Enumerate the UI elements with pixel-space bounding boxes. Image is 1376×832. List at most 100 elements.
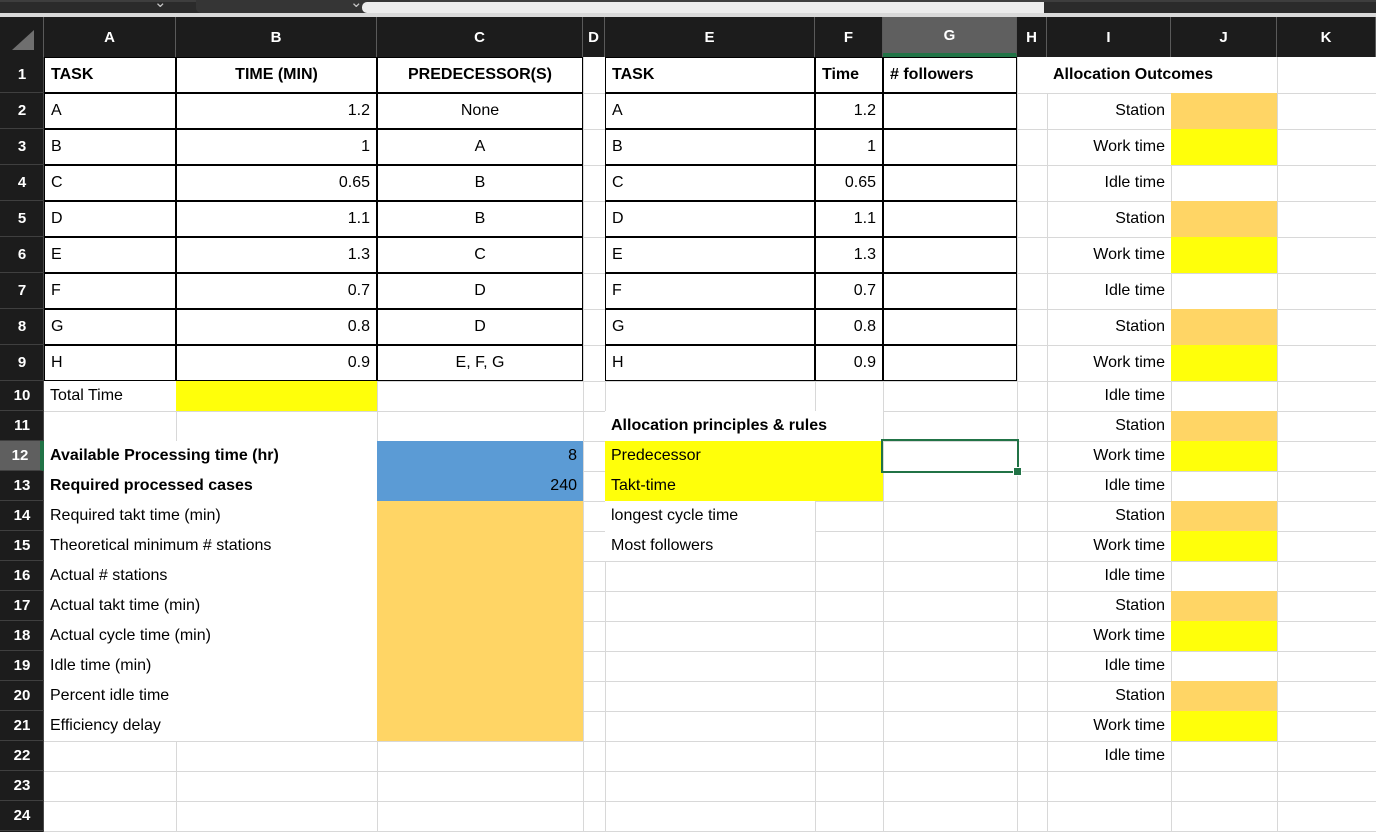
cell-I16[interactable]: Idle time	[1104, 567, 1165, 584]
column-header-J[interactable]: J	[1171, 17, 1277, 57]
column-header-F[interactable]: F	[815, 17, 883, 57]
column-header-A[interactable]: A	[44, 17, 176, 57]
cell-A7[interactable]: F	[44, 273, 176, 309]
cell-B8[interactable]: 0.8	[176, 309, 377, 345]
cell-I9[interactable]: Work time	[1093, 354, 1165, 371]
cell-I12[interactable]: Work time	[1093, 447, 1165, 464]
formula-bar-strip[interactable]	[362, 2, 1044, 13]
cell-A17[interactable]: Actual takt time (min)	[44, 591, 377, 621]
cell-F6[interactable]: 1.3	[815, 237, 883, 273]
cell-J14[interactable]	[1171, 501, 1277, 531]
cell-I3[interactable]: Work time	[1093, 138, 1165, 155]
cell-G7[interactable]	[883, 273, 1017, 309]
cell-F8[interactable]: 0.8	[815, 309, 883, 345]
row-header-22[interactable]: 22	[0, 741, 44, 771]
cell-J9[interactable]	[1171, 345, 1277, 381]
cell-I2[interactable]: Station	[1115, 102, 1165, 119]
cell-I11[interactable]: Station	[1115, 417, 1165, 434]
cell-A8[interactable]: G	[44, 309, 176, 345]
cell-J12[interactable]	[1171, 441, 1277, 471]
cell-B7[interactable]: 0.7	[176, 273, 377, 309]
cell-E9[interactable]: H	[605, 345, 815, 381]
cell-B5[interactable]: 1.1	[176, 201, 377, 237]
cell-J18[interactable]	[1171, 621, 1277, 651]
row-header-8[interactable]: 8	[0, 309, 44, 345]
cell-C6[interactable]: C	[377, 237, 583, 273]
cell-J5[interactable]	[1171, 201, 1277, 237]
column-header-H[interactable]: H	[1017, 17, 1047, 57]
row-header-10[interactable]: 10	[0, 381, 44, 411]
row-header-14[interactable]: 14	[0, 501, 44, 531]
cell-I7[interactable]: Idle time	[1104, 282, 1165, 299]
cell-E12[interactable]: Predecessor	[605, 441, 883, 471]
cell-I15[interactable]: Work time	[1093, 537, 1165, 554]
row-header-5[interactable]: 5	[0, 201, 44, 237]
row-header-13[interactable]: 13	[0, 471, 44, 501]
cell-E5[interactable]: D	[605, 201, 815, 237]
cell-B4[interactable]: 0.65	[176, 165, 377, 201]
cell-G6[interactable]	[883, 237, 1017, 273]
cell-E14[interactable]: longest cycle time	[605, 501, 815, 531]
row-header-16[interactable]: 16	[0, 561, 44, 591]
row-header-11[interactable]: 11	[0, 411, 44, 441]
cell-I22[interactable]: Idle time	[1104, 747, 1165, 764]
cell-C8[interactable]: D	[377, 309, 583, 345]
cell-J8[interactable]	[1171, 309, 1277, 345]
cell-G8[interactable]	[883, 309, 1017, 345]
cell-J6[interactable]	[1171, 237, 1277, 273]
cell-C17[interactable]	[377, 591, 583, 621]
cell-E3[interactable]: B	[605, 129, 815, 165]
cell-C1[interactable]: PREDECESSOR(S)	[377, 57, 583, 93]
column-header-G[interactable]: G	[883, 17, 1017, 57]
cell-A16[interactable]: Actual # stations	[44, 561, 377, 591]
row-header-6[interactable]: 6	[0, 237, 44, 273]
row-header-15[interactable]: 15	[0, 531, 44, 561]
cell-A20[interactable]: Percent idle time	[44, 681, 377, 711]
cell-E13[interactable]: Takt-time	[605, 471, 883, 501]
cell-A13[interactable]: Required processed cases	[44, 471, 377, 501]
cell-A21[interactable]: Efficiency delay	[44, 711, 377, 741]
row-header-23[interactable]: 23	[0, 771, 44, 801]
cell-C7[interactable]: D	[377, 273, 583, 309]
cell-J3[interactable]	[1171, 129, 1277, 165]
cell-E11[interactable]: Allocation principles & rules	[605, 411, 883, 441]
row-header-12[interactable]: 12	[0, 441, 44, 471]
cell-B2[interactable]: 1.2	[176, 93, 377, 129]
select-all-corner[interactable]	[0, 17, 44, 57]
cell-I10[interactable]: Idle time	[1104, 387, 1165, 404]
cell-I14[interactable]: Station	[1115, 507, 1165, 524]
cell-A3[interactable]: B	[44, 129, 176, 165]
row-header-4[interactable]: 4	[0, 165, 44, 201]
cell-E2[interactable]: A	[605, 93, 815, 129]
cell-C14[interactable]	[377, 501, 583, 531]
cell-J20[interactable]	[1171, 681, 1277, 711]
cell-A12[interactable]: Available Processing time (hr)	[44, 441, 377, 471]
cell-F4[interactable]: 0.65	[815, 165, 883, 201]
row-header-17[interactable]: 17	[0, 591, 44, 621]
cell-J2[interactable]	[1171, 93, 1277, 129]
cell-I4[interactable]: Idle time	[1104, 174, 1165, 191]
row-header-7[interactable]: 7	[0, 273, 44, 309]
cell-C13[interactable]: 240	[377, 471, 583, 501]
cell-F5[interactable]: 1.1	[815, 201, 883, 237]
row-header-2[interactable]: 2	[0, 93, 44, 129]
cell-E6[interactable]: E	[605, 237, 815, 273]
cell-F9[interactable]: 0.9	[815, 345, 883, 381]
cell-G2[interactable]	[883, 93, 1017, 129]
cell-I8[interactable]: Station	[1115, 318, 1165, 335]
cell-B3[interactable]: 1	[176, 129, 377, 165]
cell-B1[interactable]: TIME (MIN)	[176, 57, 377, 93]
cell-J17[interactable]	[1171, 591, 1277, 621]
cell-J21[interactable]	[1171, 711, 1277, 741]
cell-I6[interactable]: Work time	[1093, 246, 1165, 263]
cell-J11[interactable]	[1171, 411, 1277, 441]
cell-C9[interactable]: E, F, G	[377, 345, 583, 381]
cell-A4[interactable]: C	[44, 165, 176, 201]
cell-G3[interactable]	[883, 129, 1017, 165]
cell-F2[interactable]: 1.2	[815, 93, 883, 129]
cell-E1[interactable]: TASK	[605, 57, 815, 93]
cell-G1[interactable]: # followers	[883, 57, 1017, 93]
cell-C19[interactable]	[377, 651, 583, 681]
cell-C5[interactable]: B	[377, 201, 583, 237]
